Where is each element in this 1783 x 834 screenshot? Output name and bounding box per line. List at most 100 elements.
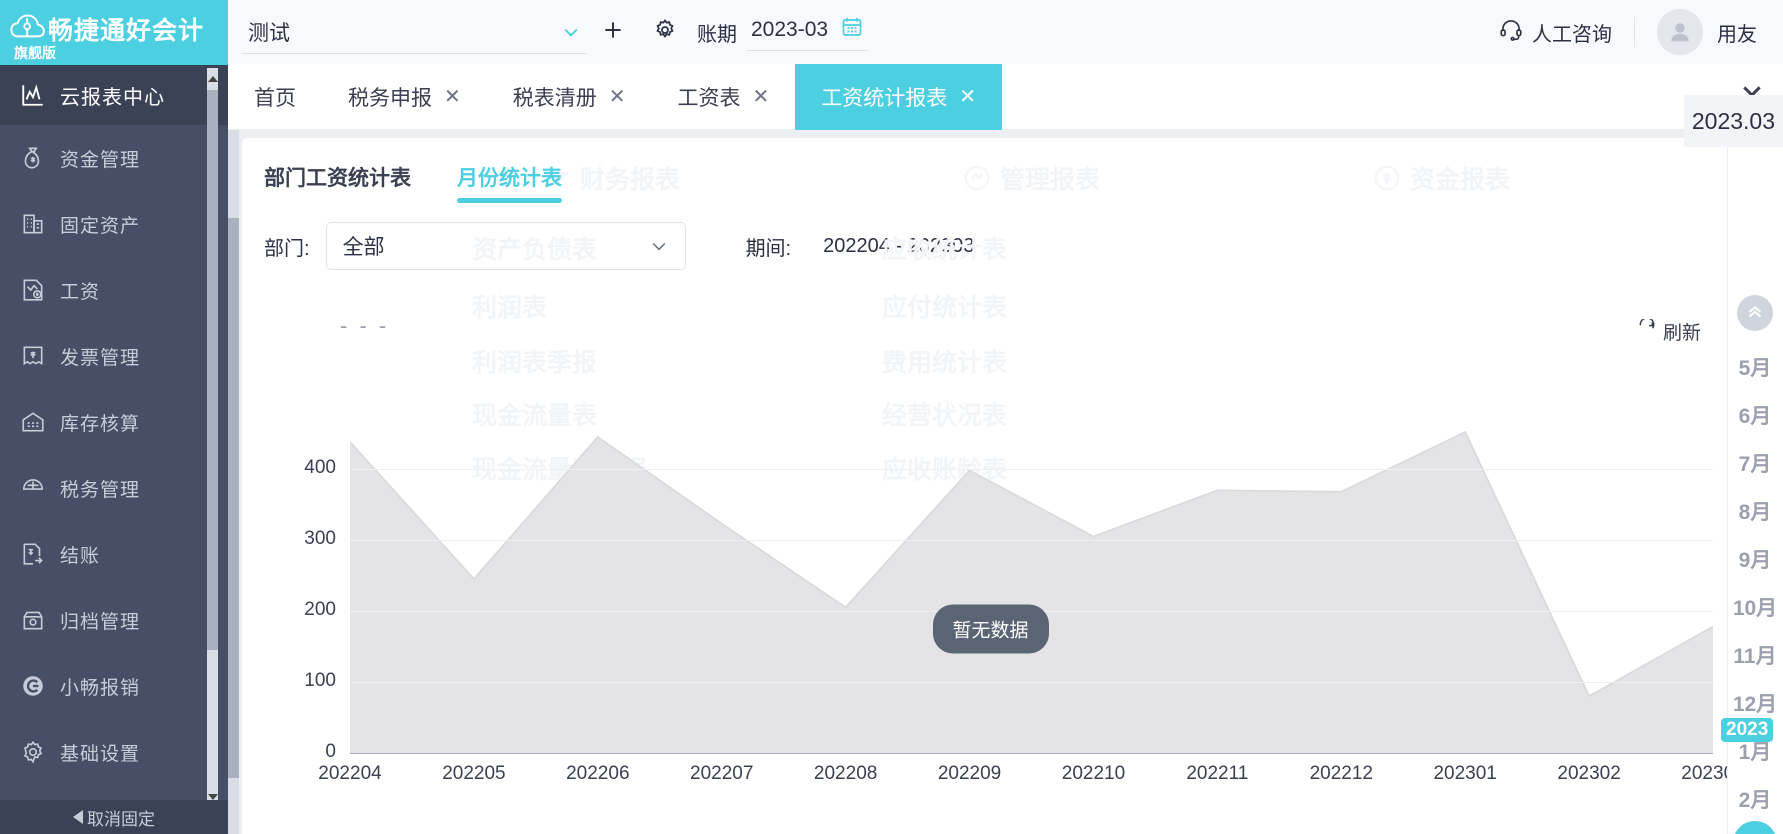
sidebar-unpin-button[interactable]: 取消固定	[0, 800, 228, 834]
tab-close-icon[interactable]: ✕	[608, 86, 626, 108]
sidebar-item-label: 结账	[60, 545, 101, 567]
sidebar-item-funds[interactable]: 资金管理	[0, 125, 228, 191]
money-bag-icon	[16, 141, 50, 175]
pin-arrow-icon	[73, 810, 83, 824]
rail-month[interactable]: 10月	[1732, 597, 1778, 620]
rail-month[interactable]: 11月	[1733, 645, 1777, 668]
scroll-up-icon[interactable]	[207, 68, 218, 90]
tab-close-icon[interactable]: ✕	[959, 86, 977, 108]
headset-icon	[1498, 16, 1524, 48]
sidebar-item-invoice[interactable]: 发票管理	[0, 323, 228, 389]
rail-scroll-up-button[interactable]	[1737, 295, 1773, 331]
department-label: 部门:	[264, 237, 310, 260]
monthly-payroll-area-chart: - - - 0 100 200 300 400 202204 202205 202206 20…	[264, 313, 1727, 834]
sidebar-item-label: 云报表中心	[60, 86, 165, 109]
period-filter: 期间: 202204 - 202303	[746, 232, 975, 261]
header-right: 人工咨询 用友	[1490, 9, 1783, 55]
tab-tax-register[interactable]: 税表清册 ✕	[487, 64, 652, 130]
brand-name: 畅捷通好会计	[48, 17, 205, 45]
archive-icon	[16, 603, 50, 637]
tab-label: 税表清册	[512, 86, 597, 110]
chart-x-tick-label: 202302	[1557, 763, 1621, 784]
tab-label: 工资表	[677, 86, 741, 110]
watermark: 利润表	[472, 294, 548, 322]
settings-button[interactable]	[639, 0, 691, 64]
tab-home[interactable]: 首页	[228, 64, 322, 130]
add-button[interactable]	[587, 0, 639, 64]
rail-month[interactable]: 7月	[1738, 453, 1772, 476]
sidebar-item-tax[interactable]: 税务管理	[0, 455, 228, 521]
chart-y-tick-label: 0	[325, 741, 336, 762]
sidebar-item-payroll[interactable]: 工资	[0, 257, 228, 323]
sidebar-item-archive[interactable]: 归档管理	[0, 587, 228, 653]
scrollbar-thumb[interactable]	[228, 218, 239, 778]
chart-x-tick-label: 202206	[566, 763, 630, 784]
period-picker[interactable]: 2023-03	[747, 13, 869, 51]
rail-month[interactable]: 5月	[1738, 357, 1772, 380]
expense-icon	[16, 669, 50, 703]
rail-month[interactable]: 6月	[1738, 405, 1772, 428]
tab-label: 工资统计报表	[821, 86, 948, 110]
refresh-button[interactable]: 刷新	[1636, 316, 1701, 345]
double-chevron-up-icon	[1744, 300, 1766, 327]
sidebar-scrollbar[interactable]	[207, 68, 218, 808]
rail-month[interactable]: 2月	[1738, 789, 1772, 812]
chart-gridline	[350, 540, 1713, 541]
tab-close-icon[interactable]: ✕	[444, 86, 461, 108]
support-button[interactable]: 人工咨询	[1490, 16, 1612, 48]
tab-payroll-sheet[interactable]: 工资表 ✕	[652, 64, 796, 130]
warehouse-icon	[16, 405, 50, 439]
tab-label: 首页	[254, 86, 296, 110]
sidebar-item-label: 资金管理	[60, 149, 141, 171]
subtab-monthly-statistics[interactable]: 月份统计表	[457, 162, 562, 203]
user-name: 用友	[1717, 23, 1757, 46]
department-value: 全部	[342, 236, 385, 259]
tab-close-icon[interactable]: ✕	[752, 86, 770, 108]
tab-tax-filing[interactable]: 税务申报 ✕	[322, 64, 487, 130]
filter-bar: 部门: 全部 期间: 202204 - 202303	[242, 200, 1727, 270]
plus-icon	[600, 17, 626, 48]
chart-x-tick-label: 202210	[1061, 763, 1126, 784]
rail-month[interactable]: 9月	[1738, 549, 1772, 572]
chart-y-tick-label: 200	[304, 599, 336, 620]
content-scrollbar[interactable]	[228, 130, 239, 834]
period-label: 账期	[697, 23, 737, 46]
selected-date-chip[interactable]: 2023.03	[1683, 95, 1783, 147]
chevron-down-icon	[649, 236, 669, 256]
subtab-department-payroll[interactable]: 部门工资统计表	[264, 162, 411, 200]
chart-gridline	[350, 682, 1713, 683]
chart-x-tick-label: 202211	[1186, 763, 1249, 784]
rail-year-badge: 2023	[1721, 718, 1774, 742]
sidebar-item-cloud-report[interactable]: 云报表中心	[0, 65, 228, 125]
account-set-selector[interactable]: 测试	[242, 10, 587, 54]
sidebar-item-label: 基础设置	[60, 743, 141, 765]
rail-month[interactable]: 8月	[1738, 501, 1772, 524]
tab-payroll-statistics-report[interactable]: 工资统计报表 ✕	[795, 63, 1003, 130]
scrollbar-thumb[interactable]	[207, 90, 218, 650]
calendar-icon	[840, 15, 864, 44]
account-set-name: 测试	[248, 21, 290, 45]
support-label: 人工咨询	[1532, 23, 1612, 46]
report-subtabs: 部门工资统计表 月份统计表	[242, 138, 1727, 203]
sidebar-item-basic-settings[interactable]: 基础设置	[0, 719, 228, 785]
brand-header: 畅捷通好会计 旗舰版	[0, 0, 228, 65]
rail-month-current[interactable]: 3月	[1733, 821, 1777, 834]
sidebar-item-settlement[interactable]: 结账	[0, 521, 228, 587]
sidebar-item-label: 税务管理	[60, 479, 141, 501]
avatar[interactable]	[1657, 9, 1703, 55]
chart-x-tick-label: 202209	[937, 763, 1002, 784]
rail-month[interactable]: 1月	[1738, 741, 1772, 764]
empty-data-tooltip: 暂无数据	[932, 604, 1049, 654]
department-select[interactable]: 全部	[325, 222, 686, 270]
sidebar-item-inventory[interactable]: 库存核算	[0, 389, 228, 455]
tab-bar: 首页 税务申报 ✕ 税表清册 ✕ 工资表 ✕ 工资统计报表 ✕ ✕	[228, 63, 1783, 130]
chart-report-icon	[16, 78, 50, 112]
rail-month[interactable]: 12月	[1732, 693, 1778, 716]
scroll-down-icon[interactable]	[207, 786, 218, 808]
sidebar-item-fixed-assets[interactable]: 固定资产	[0, 191, 228, 257]
sidebar-item-label: 发票管理	[60, 347, 141, 369]
sidebar-item-expense[interactable]: 小畅报销	[0, 653, 228, 719]
chart-x-tick-label: 202207	[690, 763, 754, 784]
chart-dash-marker: - - -	[340, 313, 390, 338]
chart-y-tick-label: 400	[304, 457, 336, 478]
